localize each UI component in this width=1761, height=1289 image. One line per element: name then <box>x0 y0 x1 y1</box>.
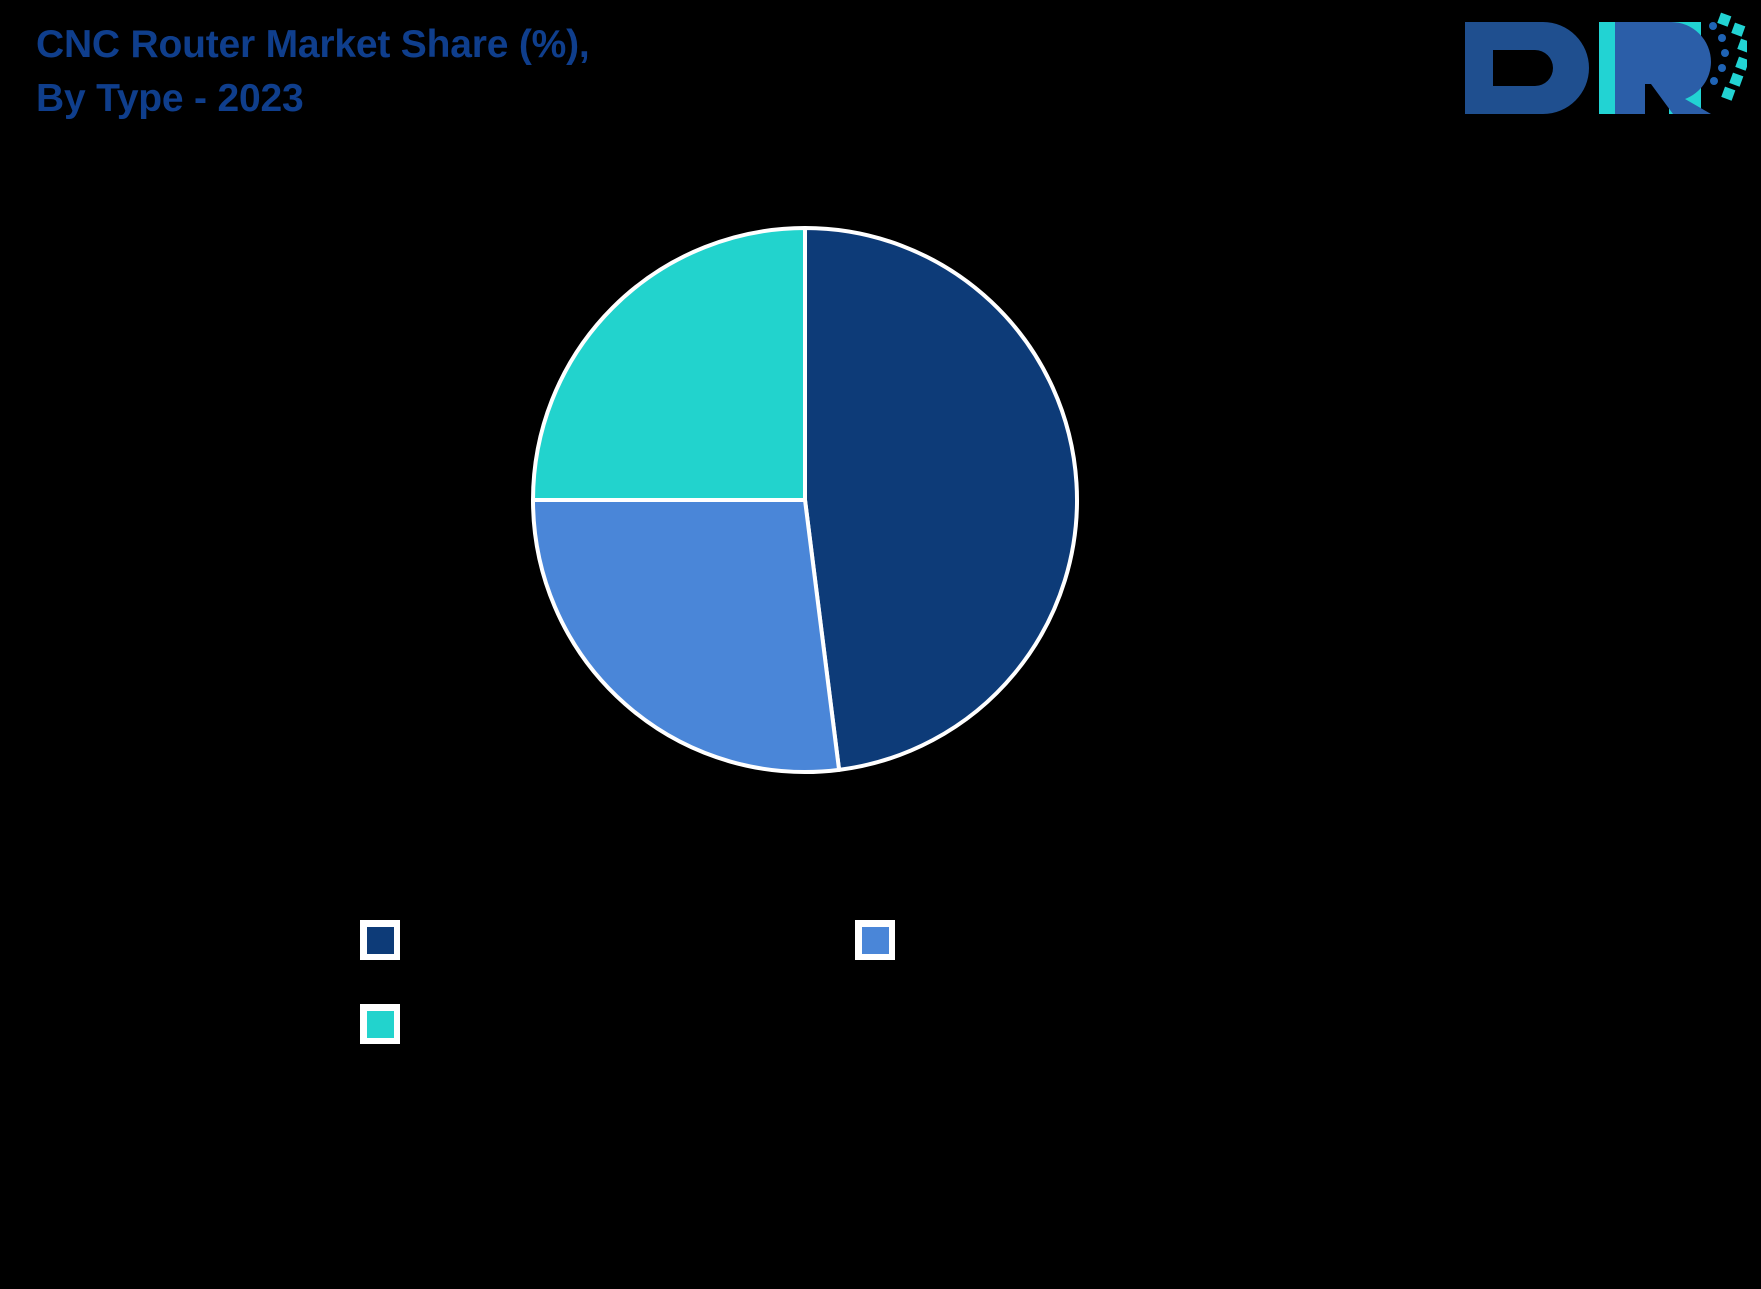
legend-row <box>360 1004 1360 1044</box>
logo-gear-dots-inner <box>1709 22 1729 85</box>
pie-slice[interactable] <box>531 226 807 502</box>
dhr-logo <box>1447 8 1752 128</box>
legend-item-series-2[interactable] <box>855 920 1295 960</box>
legend-item-series-1[interactable] <box>360 920 855 960</box>
chart-legend <box>360 920 1360 1088</box>
pie-chart <box>531 226 1079 774</box>
legend-swatch-series-1 <box>360 920 400 960</box>
legend-swatch-series-3 <box>360 1004 400 1044</box>
pie-slice[interactable] <box>803 226 1079 772</box>
pie-chart-area <box>0 150 1761 810</box>
pie-slice-group <box>531 226 1079 774</box>
page-title: CNC Router Market Share (%), By Type - 2… <box>36 23 590 120</box>
legend-item-series-3[interactable] <box>360 1004 855 1044</box>
dhr-logo-icon <box>1465 12 1752 114</box>
pie-slice[interactable] <box>531 498 842 774</box>
legend-row <box>360 920 1360 960</box>
logo-gear-dots <box>1717 12 1752 101</box>
legend-swatch-series-2 <box>855 920 895 960</box>
